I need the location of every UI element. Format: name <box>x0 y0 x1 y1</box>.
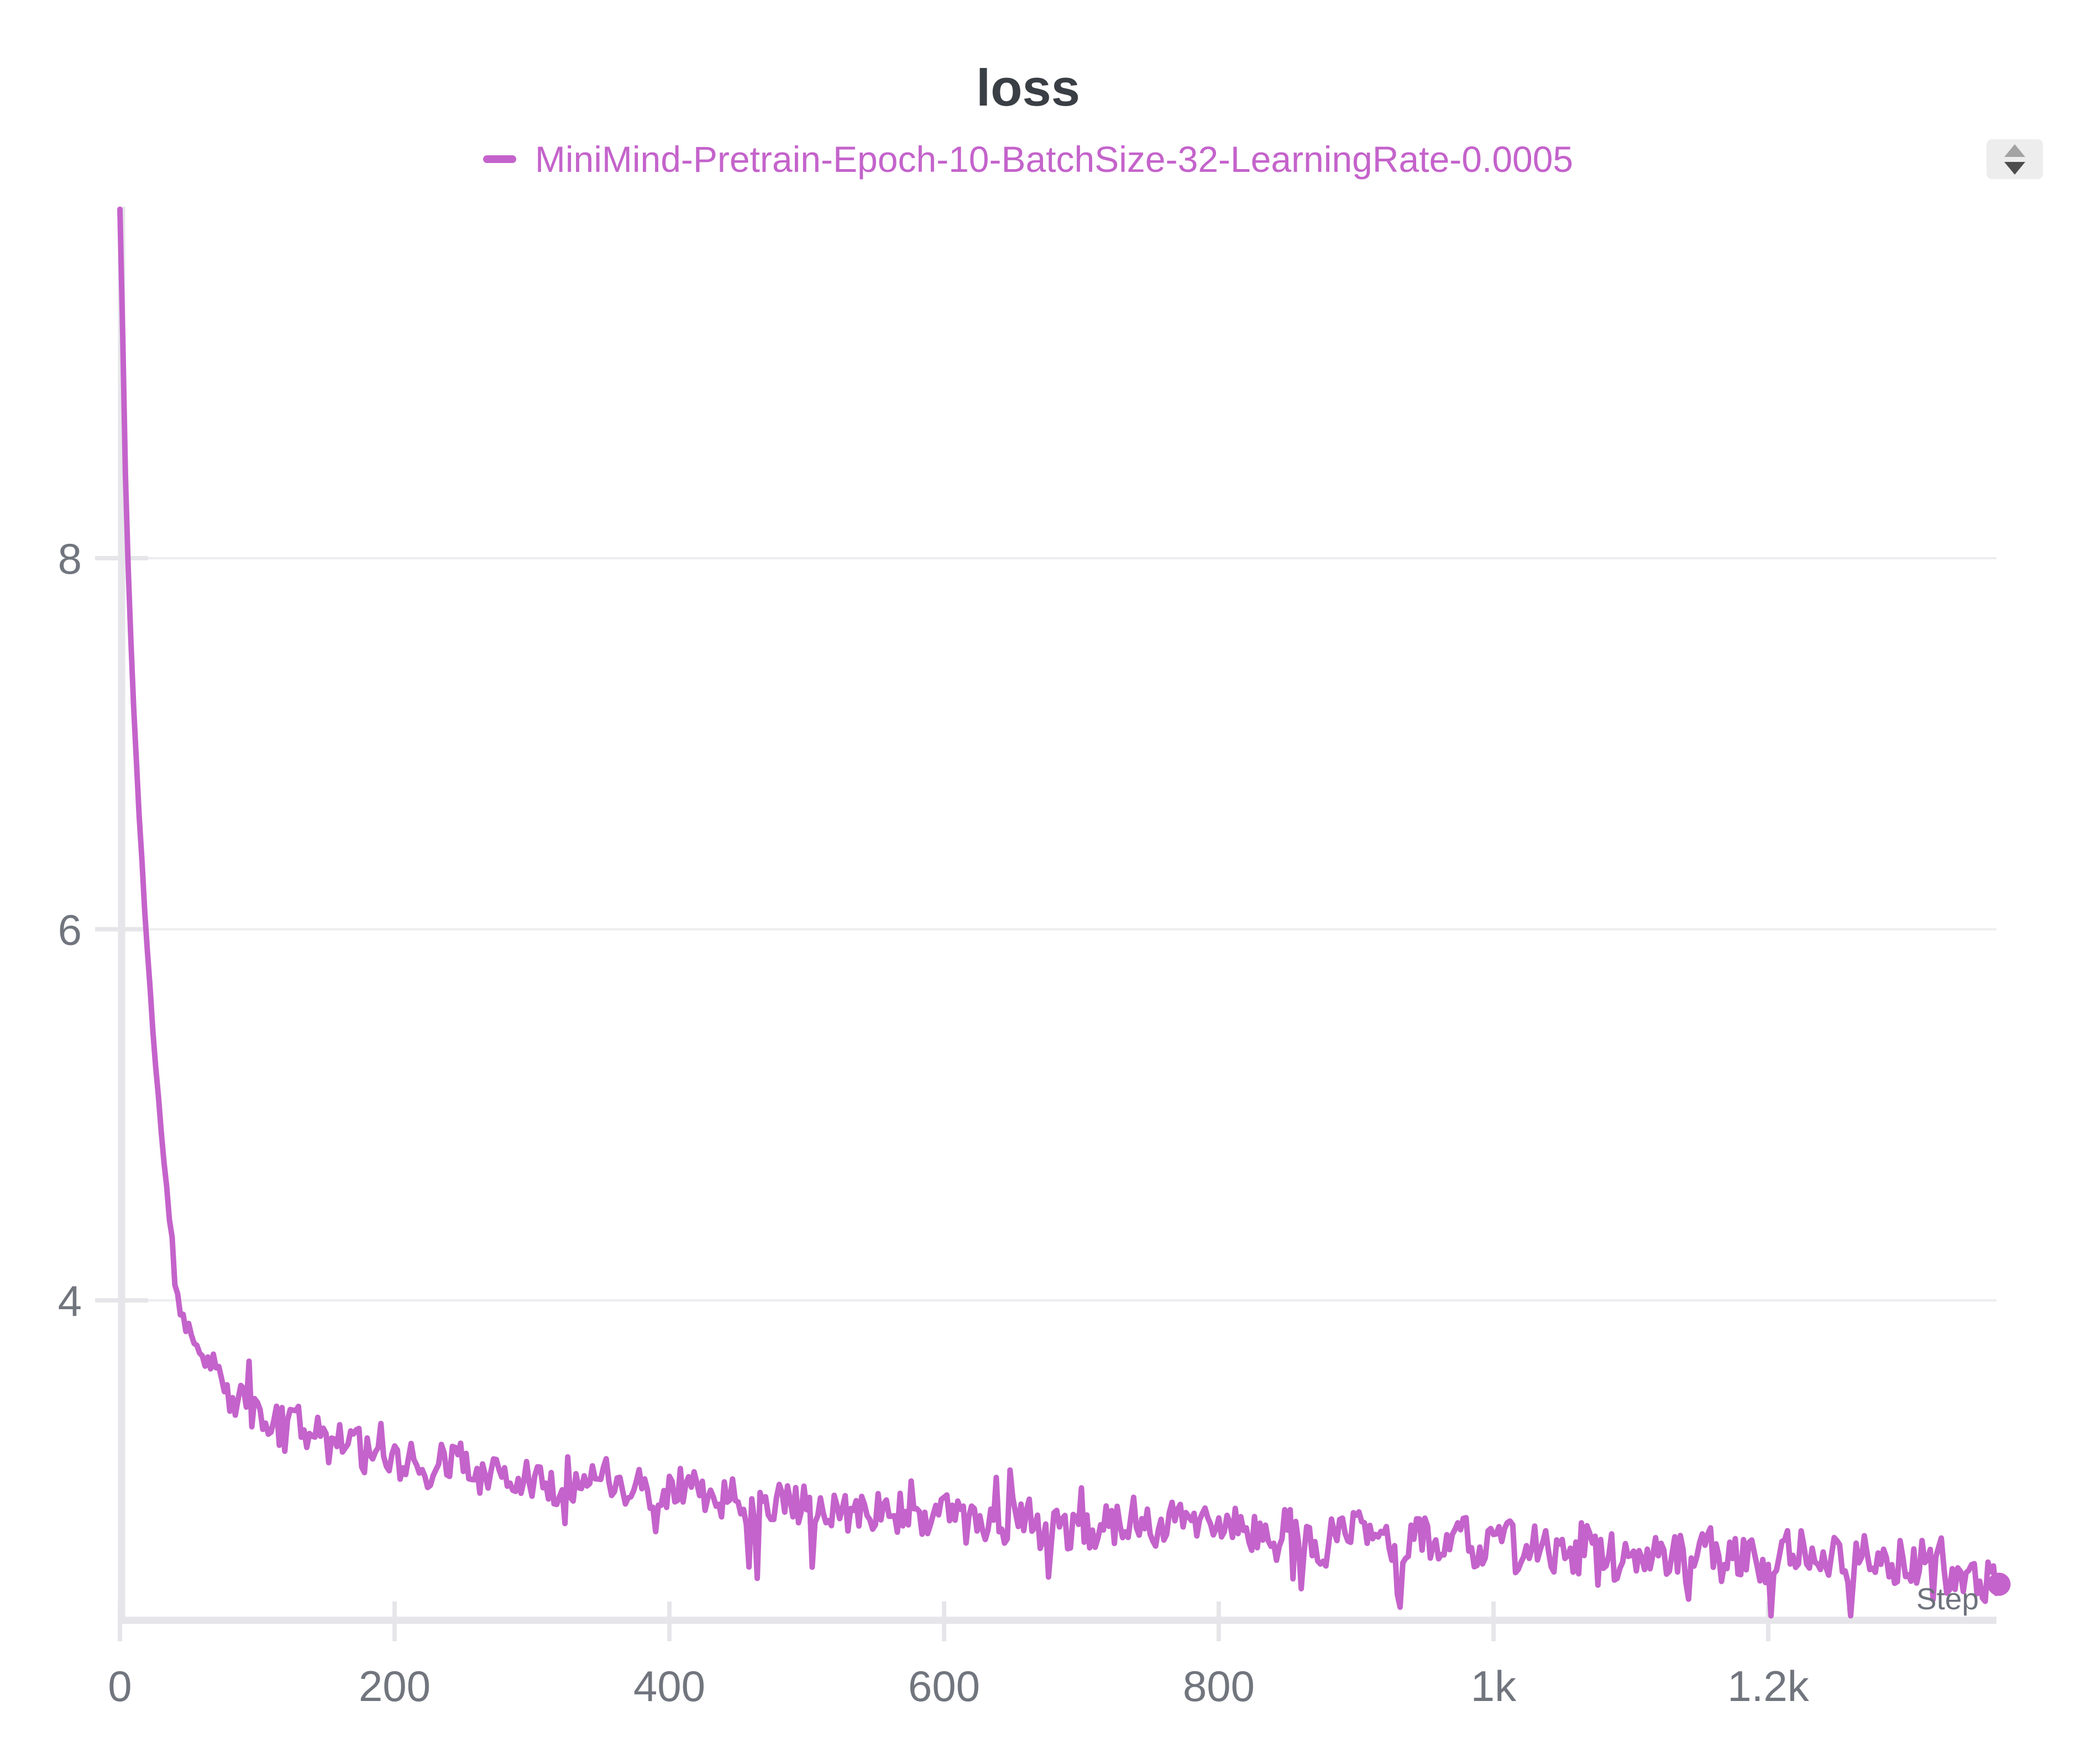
legend: MiniMind-Pretrain-Epoch-10-BatchSize-32-… <box>0 139 2056 179</box>
x-axis-title: Step <box>1916 1582 1979 1616</box>
y-tick-label: 4 <box>58 1277 82 1325</box>
y-tick-label: 8 <box>58 534 82 583</box>
legend-swatch-icon <box>483 155 516 163</box>
x-tick-label: 400 <box>633 1662 705 1710</box>
sort-button[interactable] <box>1987 139 2043 179</box>
legend-item[interactable]: MiniMind-Pretrain-Epoch-10-BatchSize-32-… <box>483 141 1573 177</box>
x-tick-label: 200 <box>359 1662 431 1710</box>
x-tick-label: 600 <box>908 1662 980 1710</box>
legend-label: MiniMind-Pretrain-Epoch-10-BatchSize-32-… <box>535 139 1574 180</box>
sort-down-icon <box>2004 161 2025 175</box>
x-tick-label: 1.2k <box>1727 1662 1809 1710</box>
series-end-marker <box>1987 1572 2011 1596</box>
sort-up-icon <box>2004 144 2025 157</box>
chart-title: loss <box>976 59 1081 117</box>
x-tick-label: 1k <box>1471 1662 1517 1710</box>
y-tick-label: 6 <box>58 906 82 954</box>
x-tick-label: 0 <box>108 1662 132 1710</box>
loss-line-series[interactable] <box>117 206 2002 1619</box>
x-tick-label: 800 <box>1183 1662 1255 1710</box>
